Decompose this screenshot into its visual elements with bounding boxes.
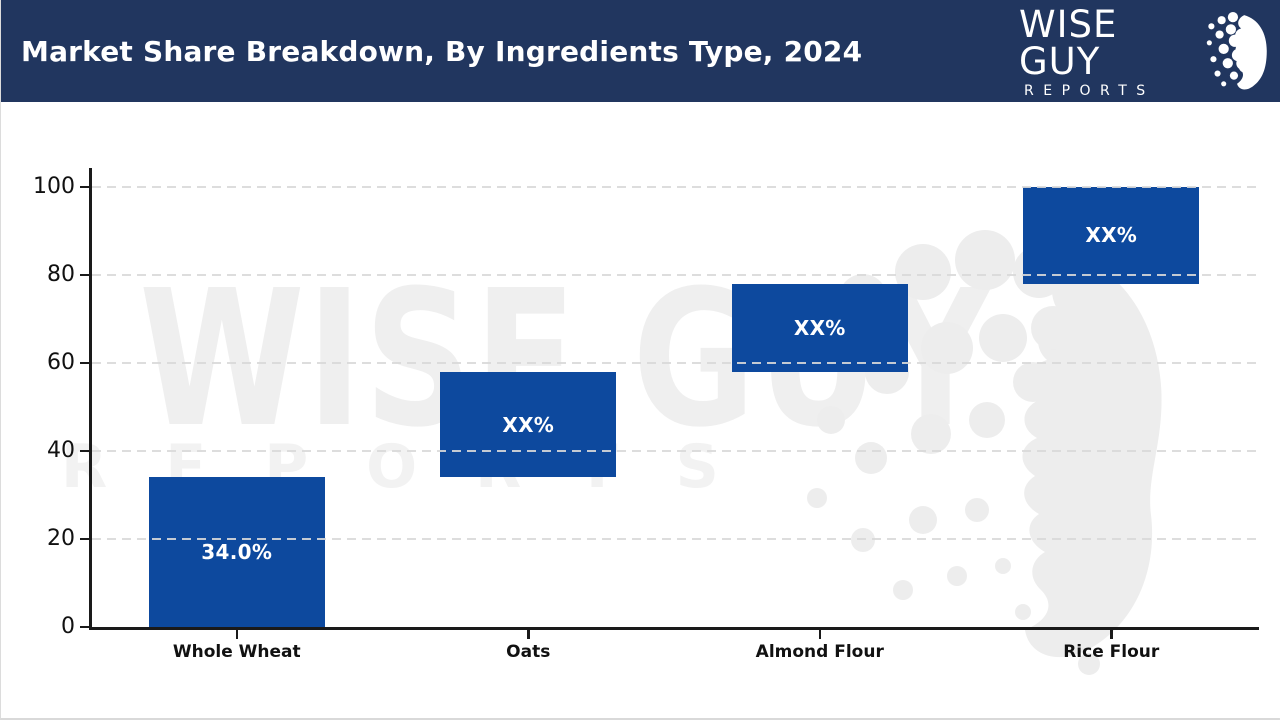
header-bar: Market Share Breakdown, By Ingredients T… [1,0,1280,102]
y-tick-mark [80,537,90,541]
x-tick-mark [527,630,530,639]
gridline [92,274,1257,276]
gridline [92,450,1257,452]
y-tick-mark [80,625,90,629]
y-tick-label: 0 [61,614,75,639]
y-tick-mark [80,273,90,277]
bar-value-label: XX% [1085,223,1138,248]
gridline [92,538,1257,540]
y-tick-label: 40 [47,438,75,463]
y-tick-label: 20 [47,526,75,551]
x-tick-mark [1110,630,1113,639]
logo-wordmark: WISE GUY [1019,2,1118,83]
wise-guy-reports-logo: WISE GUY REPORTS [1019,6,1269,99]
bar: XX% [440,371,617,478]
logo-text: WISE GUY REPORTS [1019,6,1199,99]
y-tick-mark [80,449,90,453]
gridline [92,186,1257,188]
x-tick-mark [235,630,238,639]
chart-area: WISE GUY REPORTS [1,102,1280,718]
x-category-label: Rice Flour [1063,642,1160,662]
bar: 34.0% [148,477,325,627]
page-title: Market Share Breakdown, By Ingredients T… [21,34,863,68]
logo-head-icon [1206,12,1267,90]
x-category-label: Whole Wheat [172,642,301,662]
y-tick-mark [80,361,90,365]
y-tick-label: 80 [47,262,75,287]
bar-value-label: XX% [502,412,555,437]
y-axis-line [89,168,92,630]
bar-value-label: XX% [793,315,846,340]
gridline [92,362,1257,364]
bar: XX% [731,283,908,372]
y-tick-label: 60 [47,350,75,375]
logo-subtext: REPORTS [1024,82,1155,99]
x-tick-mark [818,630,821,639]
plot-region: 0 20 40 60 80 100 34.0% Whole Wheat XX% Oats XX% Al… [1,102,1280,718]
x-category-label: Almond Flour [755,642,884,662]
x-axis-line [89,627,1259,630]
x-category-label: Oats [506,642,551,662]
bar: XX% [1023,187,1200,284]
y-tick-label: 100 [33,174,75,199]
bar-value-label: 34.0% [201,540,273,565]
y-tick-mark [80,185,90,189]
